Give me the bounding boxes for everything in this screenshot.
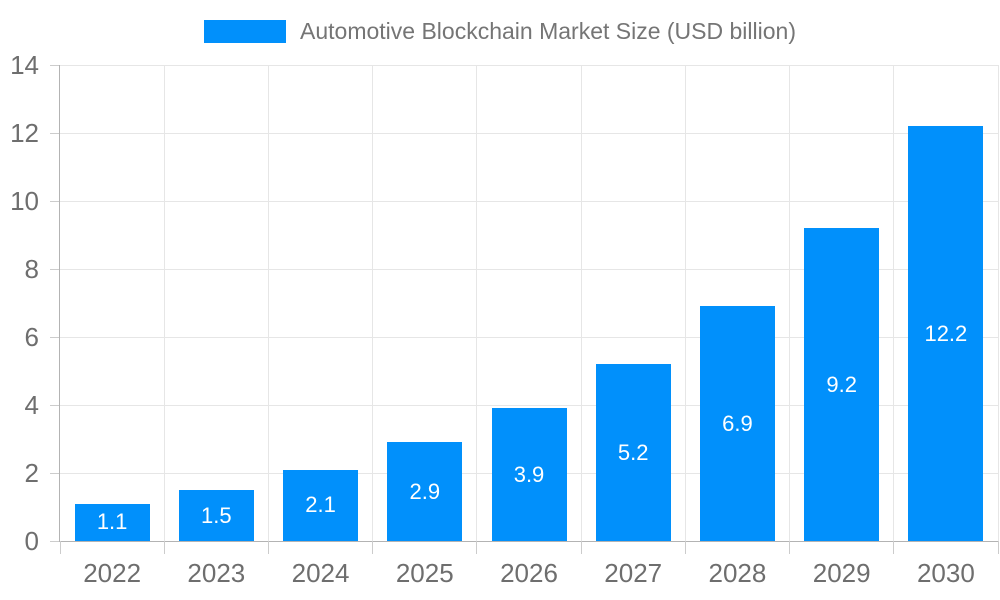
bar-value-label: 2.9: [409, 478, 441, 504]
y-axis-label: 4: [24, 390, 39, 420]
bar: 12.2: [908, 126, 984, 541]
x-gridline: [372, 65, 374, 541]
x-axis-label: 2027: [604, 558, 663, 588]
x-axis-label: 2024: [291, 558, 350, 588]
y-axis-tick: [50, 200, 59, 202]
x-gridline: [267, 65, 269, 541]
x-axis-tick: [789, 541, 791, 554]
bar: 9.2: [804, 228, 880, 541]
bar: 6.9: [699, 306, 775, 541]
y-axis-label: 12: [10, 118, 39, 148]
y-axis-label: 14: [10, 50, 39, 80]
x-axis-label: 2026: [500, 558, 558, 588]
x-axis-tick: [163, 541, 165, 554]
y-axis-tick: [50, 540, 59, 542]
y-gridline: [60, 336, 998, 338]
bar-value-label: 1.1: [96, 509, 128, 535]
x-axis-tick: [476, 541, 478, 554]
y-gridline: [60, 268, 998, 270]
bar-value-label: 6.9: [722, 410, 753, 436]
x-gridline: [580, 65, 582, 541]
bar: 1.5: [178, 490, 254, 541]
bar: 5.2: [595, 364, 671, 541]
y-axis-tick: [50, 404, 59, 406]
y-gridline: [60, 64, 998, 66]
bar-value-label: 2.1: [305, 492, 336, 518]
x-gridline: [789, 65, 791, 541]
bar-value-label: 5.2: [617, 439, 649, 465]
x-axis-tick: [267, 541, 269, 554]
x-axis-label: 2022: [83, 558, 142, 588]
bar-value-label: 1.5: [201, 502, 232, 528]
y-axis-tick: [50, 336, 59, 338]
y-axis-tick: [50, 132, 59, 134]
x-axis-label: 2029: [812, 558, 871, 588]
bar-value-label: 9.2: [826, 371, 857, 397]
x-axis-label: 2030: [916, 558, 975, 588]
y-axis-label: 0: [24, 526, 39, 556]
x-axis-tick: [893, 541, 895, 554]
x-gridline: [997, 65, 999, 541]
x-axis-tick: [997, 541, 999, 554]
y-axis-label: 8: [24, 254, 39, 284]
y-axis-tick: [50, 64, 59, 66]
bar: 2.9: [387, 442, 463, 541]
bar: 2.1: [283, 469, 359, 541]
x-axis-label: 2025: [395, 558, 454, 588]
y-axis-label: 6: [24, 322, 39, 352]
y-axis-label: 2: [24, 458, 39, 488]
bar: 3.9: [491, 408, 567, 541]
x-gridline: [684, 65, 686, 541]
y-axis-tick: [50, 472, 59, 474]
bar-value-label: 3.9: [513, 461, 545, 487]
bar-value-label: 12.2: [924, 320, 968, 346]
x-axis-tick: [580, 541, 582, 554]
x-axis-tick: [372, 541, 374, 554]
y-axis-label: 10: [10, 186, 39, 216]
y-axis-tick: [50, 268, 59, 270]
y-gridline: [60, 132, 998, 134]
legend-label: Automotive Blockchain Market Size (USD b…: [300, 18, 796, 44]
legend-color-swatch: [204, 20, 287, 43]
x-gridline: [476, 65, 478, 541]
x-axis-label: 2028: [708, 558, 767, 588]
bar: 1.1: [74, 503, 150, 541]
y-gridline: [60, 404, 998, 406]
x-gridline: [163, 65, 165, 541]
plot-area: 0 2 4 6 8 10 12 14 2022 2023 2024 2025 2026 2027 2028 2…: [10, 52, 999, 586]
x-gridline: [893, 65, 895, 541]
x-axis-tick: [59, 541, 61, 554]
x-axis-tick: [684, 541, 686, 554]
legend: Automotive Blockchain Market Size (USD b…: [0, 19, 1000, 44]
x-axis-label: 2023: [187, 558, 246, 588]
y-gridline: [60, 200, 998, 202]
